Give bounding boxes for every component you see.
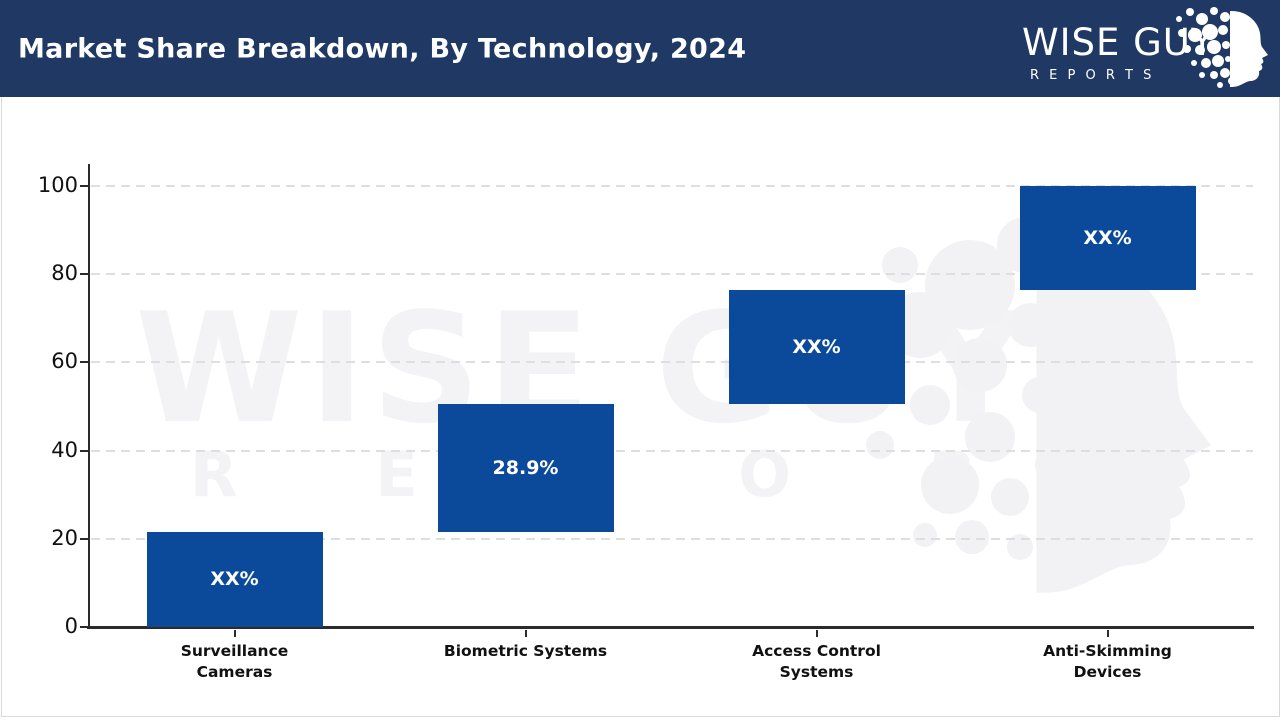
bar-value-label: XX% xyxy=(210,568,259,591)
x-category-label-line: Cameras xyxy=(196,663,273,681)
x-tick-mark xyxy=(1106,630,1109,637)
page-title: Market Share Breakdown, By Technology, 2… xyxy=(18,33,747,64)
x-category-label-line: Devices xyxy=(1073,663,1142,681)
wise-guy-logo: WISE GUY R E P O R T S xyxy=(1022,7,1268,88)
y-tick-label: 0 xyxy=(64,614,78,638)
logo-subtitle: R E P O R T S xyxy=(1030,68,1154,83)
x-category-label: Anti-Skimming Devices xyxy=(988,641,1228,683)
gridline-y80 xyxy=(91,273,1253,276)
logo-dots-cluster xyxy=(1176,7,1236,88)
gridline-y20 xyxy=(91,537,1253,540)
y-tick-mark xyxy=(80,273,89,276)
gridline-y60 xyxy=(91,361,1253,364)
y-tick-label: 80 xyxy=(51,261,78,286)
y-tick-mark xyxy=(80,361,89,364)
x-category-label-line: Surveillance xyxy=(180,642,289,660)
gridline-y40 xyxy=(91,449,1253,452)
logo-wordmark: WISE GUY xyxy=(1022,21,1214,64)
y-tick-mark xyxy=(80,537,89,540)
y-tick-label: 40 xyxy=(51,437,78,462)
x-category-label-line: Access Control xyxy=(752,642,881,660)
x-category-label-line: Systems xyxy=(779,663,854,681)
y-axis-line xyxy=(88,164,90,629)
bar-segment: 28.9% xyxy=(437,404,614,532)
y-tick-label: 60 xyxy=(51,349,78,374)
x-axis-line xyxy=(87,626,1254,629)
bar-value-label: XX% xyxy=(1083,227,1132,250)
x-category-label-line: Anti-Skimming xyxy=(1043,642,1172,660)
x-category-label: Surveillance Cameras xyxy=(115,641,355,683)
bar-segment: XX% xyxy=(1019,186,1196,291)
y-tick-mark xyxy=(80,626,89,628)
gridline-y100 xyxy=(91,185,1253,188)
bar-segment: XX% xyxy=(146,531,323,627)
logo-face-icon xyxy=(1230,11,1268,87)
x-tick-mark xyxy=(233,630,236,637)
x-category-label-line: Biometric Systems xyxy=(443,642,608,660)
x-category-label: Access Control Systems xyxy=(697,641,937,683)
x-tick-mark xyxy=(524,630,527,637)
y-tick-label: 100 xyxy=(37,173,78,198)
y-tick-label: 20 xyxy=(51,525,78,550)
bar-value-label: 28.9% xyxy=(492,457,559,480)
bar-value-label: XX% xyxy=(792,336,841,359)
y-tick-mark xyxy=(80,449,89,452)
y-tick-mark xyxy=(80,185,89,188)
bar-segment: XX% xyxy=(728,290,905,405)
header-bar: Market Share Breakdown, By Technology, 2… xyxy=(0,0,1280,97)
x-tick-mark xyxy=(815,630,818,637)
x-category-label: Biometric Systems xyxy=(406,641,646,662)
